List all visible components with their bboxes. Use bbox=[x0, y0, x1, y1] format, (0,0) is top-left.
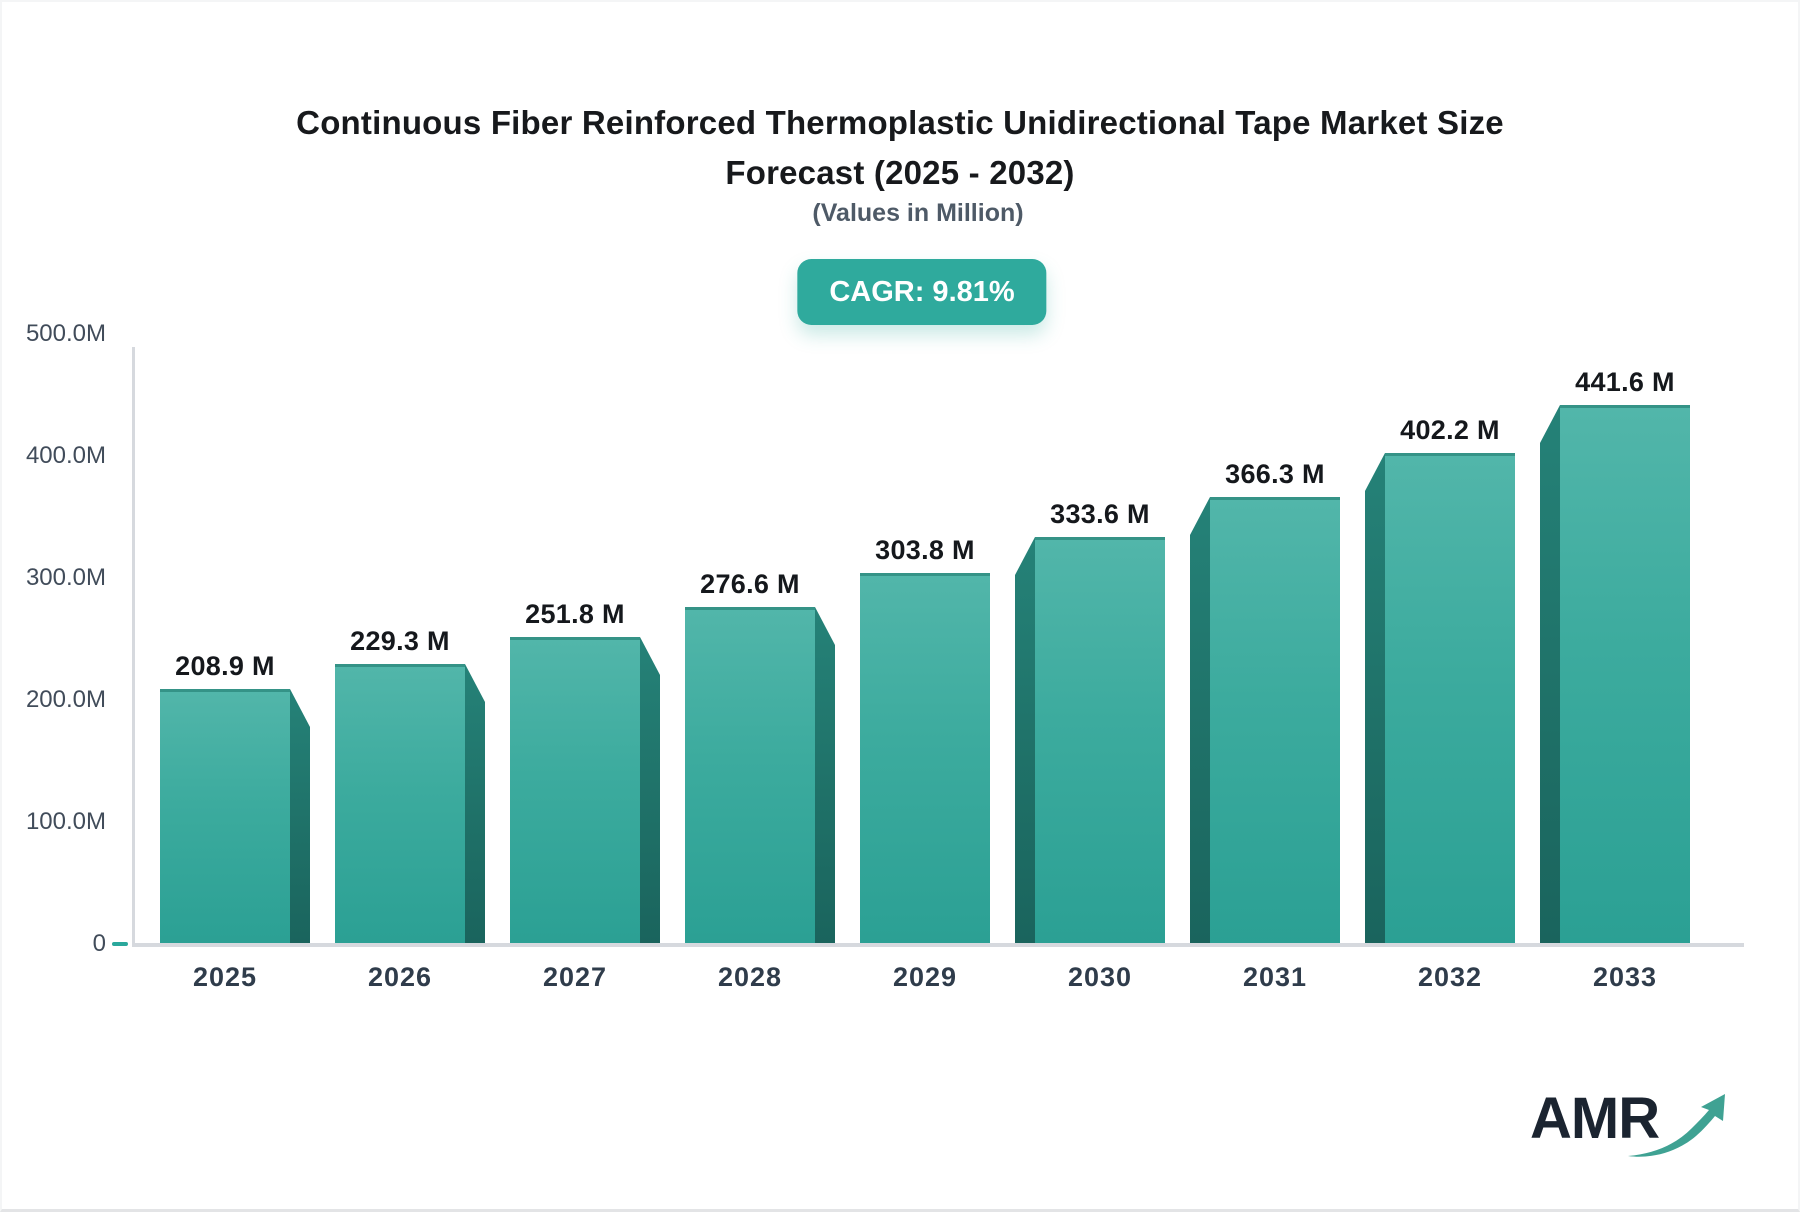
bar-value-label: 251.8 M bbox=[525, 599, 625, 629]
amr-logo-text: AMR bbox=[1530, 1086, 1660, 1151]
x-axis-line bbox=[132, 943, 1744, 947]
x-axis-tick-label: 2032 bbox=[1417, 962, 1483, 992]
bar-value-label: 333.6 M bbox=[1050, 499, 1150, 529]
chart-subtitle: (Values in Million) bbox=[812, 199, 1024, 227]
y-axis-tick-label: 300.0M bbox=[25, 564, 106, 591]
bar-side-face bbox=[640, 637, 660, 944]
bar-side-face bbox=[1540, 405, 1560, 944]
y-axis-tick-label: 200.0M bbox=[25, 686, 106, 713]
zero-tick-mark bbox=[112, 942, 128, 946]
x-axis-tick-label: 2030 bbox=[1067, 962, 1133, 992]
bar-value-label: 208.9 M bbox=[175, 651, 275, 681]
bar-2028 bbox=[685, 607, 835, 944]
bar-value-label: 402.2 M bbox=[1400, 415, 1500, 445]
growth-arrow-icon bbox=[1628, 1094, 1725, 1157]
bar-side-face bbox=[815, 607, 835, 944]
bar-2030 bbox=[1015, 537, 1165, 944]
bar-side-face bbox=[465, 664, 485, 944]
x-axis-tick-label: 2033 bbox=[1592, 962, 1658, 992]
bar-side-face bbox=[1365, 453, 1385, 944]
bar-face bbox=[860, 573, 990, 944]
bar-2025 bbox=[160, 689, 310, 944]
bar-value-label: 276.6 M bbox=[700, 569, 800, 599]
bar-face bbox=[1210, 497, 1340, 944]
x-axis-tick-label: 2027 bbox=[542, 962, 608, 992]
y-axis-tick-label: 100.0M bbox=[25, 808, 106, 835]
chart-title-line1: Continuous Fiber Reinforced Thermoplasti… bbox=[296, 104, 1504, 141]
bar-face bbox=[510, 637, 640, 944]
bar-value-label: 229.3 M bbox=[350, 626, 450, 656]
amr-logo: AMR bbox=[1530, 1088, 1730, 1166]
bar-2032 bbox=[1365, 453, 1515, 944]
bar-2026 bbox=[335, 664, 485, 944]
chart-title: Continuous Fiber Reinforced Thermoplasti… bbox=[150, 98, 1650, 198]
x-axis-tick-label: 2026 bbox=[367, 962, 433, 992]
bar-side-face bbox=[290, 689, 310, 944]
bar-face bbox=[685, 607, 815, 944]
bar-2027 bbox=[510, 637, 660, 944]
bar-2029 bbox=[860, 573, 990, 944]
bar-face bbox=[1560, 405, 1690, 944]
bar-value-label: 441.6 M bbox=[1575, 367, 1675, 397]
x-axis-tick-label: 2029 bbox=[892, 962, 958, 992]
bar-face bbox=[1385, 453, 1515, 944]
bar-side-face bbox=[1015, 537, 1035, 944]
bar-2033 bbox=[1540, 405, 1690, 944]
bar-face bbox=[335, 664, 465, 944]
bar-value-label: 366.3 M bbox=[1225, 459, 1325, 489]
y-axis-tick-label: 0 bbox=[92, 930, 106, 957]
chart-title-line2: Forecast (2025 - 2032) bbox=[725, 154, 1075, 191]
bar-2031 bbox=[1190, 497, 1340, 944]
x-axis-tick-label: 2025 bbox=[192, 962, 258, 992]
y-axis-tick-label: 400.0M bbox=[25, 442, 106, 469]
bar-value-label: 303.8 M bbox=[875, 535, 975, 565]
x-axis-tick-label: 2028 bbox=[717, 962, 783, 992]
cagr-badge: CAGR: 9.81% bbox=[797, 259, 1047, 325]
y-axis-line bbox=[132, 347, 135, 947]
y-axis-tick-label: 500.0M bbox=[25, 320, 106, 347]
bar-face bbox=[160, 689, 290, 944]
bar-side-face bbox=[1190, 497, 1210, 944]
bar-face bbox=[1035, 537, 1165, 944]
x-axis-tick-label: 2031 bbox=[1242, 962, 1308, 992]
